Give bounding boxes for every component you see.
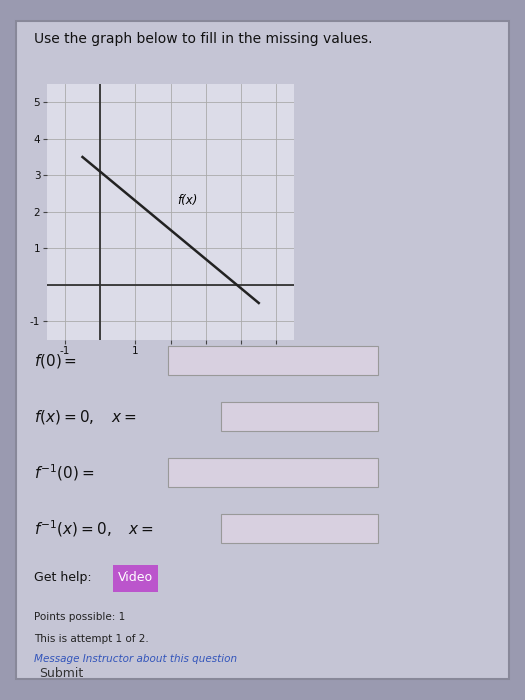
Text: $f^{-1}(0) =$: $f^{-1}(0) =$	[34, 462, 94, 483]
Text: f(x): f(x)	[177, 195, 198, 207]
Text: This is attempt 1 of 2.: This is attempt 1 of 2.	[34, 634, 149, 643]
Text: Video: Video	[118, 571, 153, 584]
Text: Submit: Submit	[39, 667, 83, 680]
Text: Message Instructor about this question: Message Instructor about this question	[34, 654, 237, 664]
Text: Use the graph below to fill in the missing values.: Use the graph below to fill in the missi…	[34, 32, 373, 46]
Text: Points possible: 1: Points possible: 1	[34, 612, 125, 622]
Text: $f(x) = 0,$   $x =$: $f(x) = 0,$ $x =$	[34, 407, 136, 426]
Text: Get help:: Get help:	[34, 571, 92, 584]
Text: $f(0) =$: $f(0) =$	[34, 351, 77, 370]
Text: $f^{-1}(x) = 0,$   $x =$: $f^{-1}(x) = 0,$ $x =$	[34, 518, 154, 539]
